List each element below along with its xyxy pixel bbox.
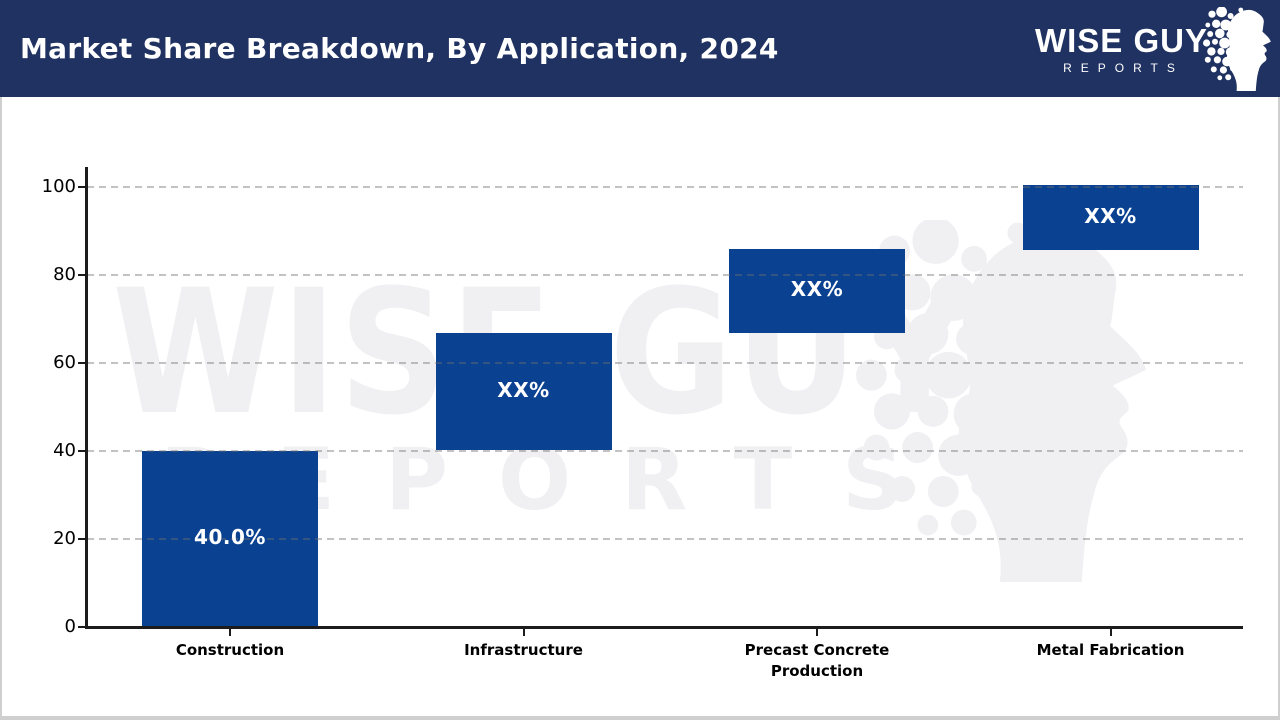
logo-wordmark: WISE GUY	[1034, 21, 1208, 59]
y-tick-label: 80	[53, 264, 76, 285]
gridline-80	[87, 274, 1243, 276]
bar-value-label-construction: 40.0%	[194, 525, 266, 549]
category-label-construction: Construction	[175, 641, 285, 659]
x-tick-mark	[1109, 628, 1112, 636]
brand-logo-text: WISE GUY REPORTS	[1035, 24, 1208, 74]
logo-face-icon	[1203, 6, 1271, 91]
x-tick-mark	[816, 628, 818, 636]
gridline-100	[87, 186, 1243, 188]
bar-value-label-infrastructure: XX%	[497, 377, 550, 402]
y-tick-mark	[78, 450, 87, 452]
y-tick-label: 0	[64, 616, 76, 637]
y-tick-mark	[78, 626, 87, 628]
bar-construction	[142, 451, 318, 627]
x-tick-mark	[229, 628, 231, 636]
y-axis-line	[85, 167, 88, 628]
footer-strip	[0, 716, 1280, 720]
category-label-metal-fabrication: Metal Fabrication	[1036, 641, 1185, 659]
brand-logo: WISE GUY REPORTS	[1035, 6, 1276, 91]
x-tick-mark	[522, 628, 525, 636]
bar-infrastructure	[435, 333, 612, 451]
bar-value-label-metal-fabrication: XX%	[1084, 203, 1137, 228]
bar-value-label-precast-concrete-production: XX%	[790, 277, 844, 302]
page-title: Market Share Breakdown, By Application, …	[20, 32, 779, 65]
y-tick-label: 60	[53, 352, 76, 373]
y-tick-label: 20	[53, 528, 76, 549]
gridline-20	[87, 538, 1243, 540]
logo-subtext: REPORTS	[1063, 60, 1184, 75]
y-tick-mark	[78, 274, 87, 276]
category-label-infrastructure: Infrastructure	[464, 641, 583, 659]
gridline-40	[87, 450, 1243, 452]
y-tick-mark	[78, 538, 87, 540]
y-tick-mark	[78, 362, 87, 364]
header: Market Share Breakdown, By Application, …	[0, 0, 1280, 97]
y-tick-label: 40	[53, 440, 76, 461]
x-axis-line	[85, 626, 1243, 629]
category-label-precast-concrete-production: Precast Concrete Production	[744, 641, 890, 680]
y-tick-mark	[78, 186, 87, 188]
gridline-60	[87, 362, 1243, 364]
y-tick-label: 100	[41, 176, 76, 197]
